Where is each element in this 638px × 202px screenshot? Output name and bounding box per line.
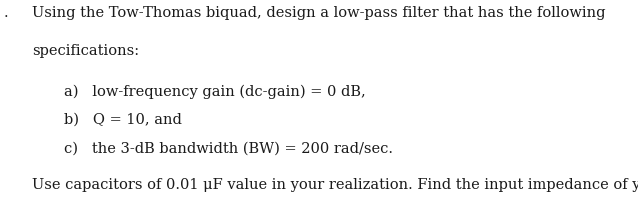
Text: Using the Tow-Thomas biquad, design a low-pass filter that has the following: Using the Tow-Thomas biquad, design a lo… [32,6,605,20]
Text: .: . [3,6,8,20]
Text: Use capacitors of 0.01 μF value in your realization. Find the input impedance of: Use capacitors of 0.01 μF value in your … [32,178,638,192]
Text: specifications:: specifications: [32,44,139,58]
Text: b)   Q = 10, and: b) Q = 10, and [64,113,182,127]
Text: c)   the 3-dB bandwidth (BW) = 200 rad/sec.: c) the 3-dB bandwidth (BW) = 200 rad/sec… [64,141,393,155]
Text: a)   low-frequency gain (dc-gain) = 0 dB,: a) low-frequency gain (dc-gain) = 0 dB, [64,85,366,99]
